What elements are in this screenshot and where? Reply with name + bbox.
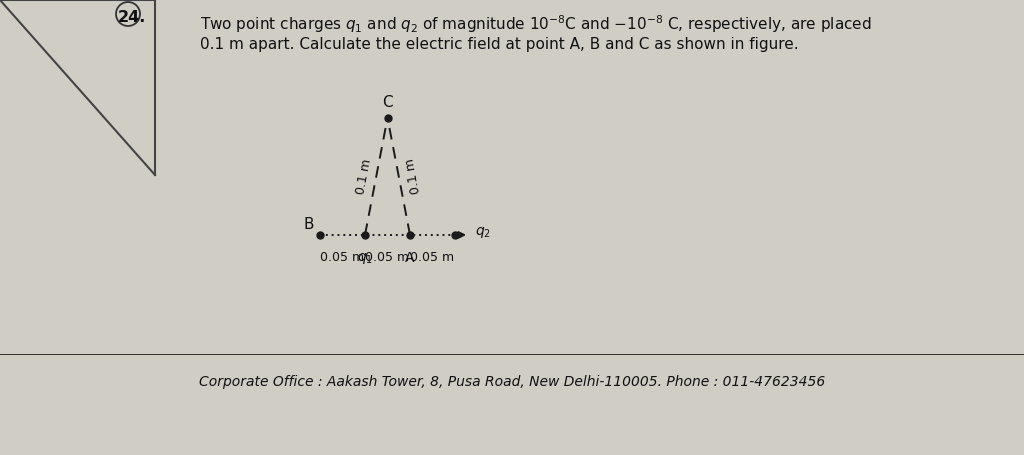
Text: A: A	[406, 251, 415, 265]
Text: Two point charges $q_1$ and $q_2$ of magnitude $10^{-8}$C and $-10^{-8}$ C, resp: Two point charges $q_1$ and $q_2$ of mag…	[200, 13, 871, 35]
Text: $q_1$: $q_1$	[357, 251, 373, 266]
Text: $q_2$: $q_2$	[475, 225, 492, 240]
Text: 0.1 m: 0.1 m	[403, 157, 423, 195]
Text: 0.05 m: 0.05 m	[411, 251, 455, 264]
Text: Corporate Office : Aakash Tower, 8, Pusa Road, New Delhi-110005. Phone : 011-476: Corporate Office : Aakash Tower, 8, Pusa…	[199, 375, 825, 389]
Text: B: B	[303, 217, 314, 232]
Text: 24.: 24.	[118, 10, 146, 25]
Text: 0.05 m: 0.05 m	[366, 251, 410, 264]
Text: 0.1 m apart. Calculate the electric field at point A, B and C as shown in figure: 0.1 m apart. Calculate the electric fiel…	[200, 37, 799, 52]
Text: 0.05 m: 0.05 m	[321, 251, 365, 264]
Text: C: C	[382, 95, 393, 110]
Text: 0.1 m: 0.1 m	[354, 157, 374, 195]
